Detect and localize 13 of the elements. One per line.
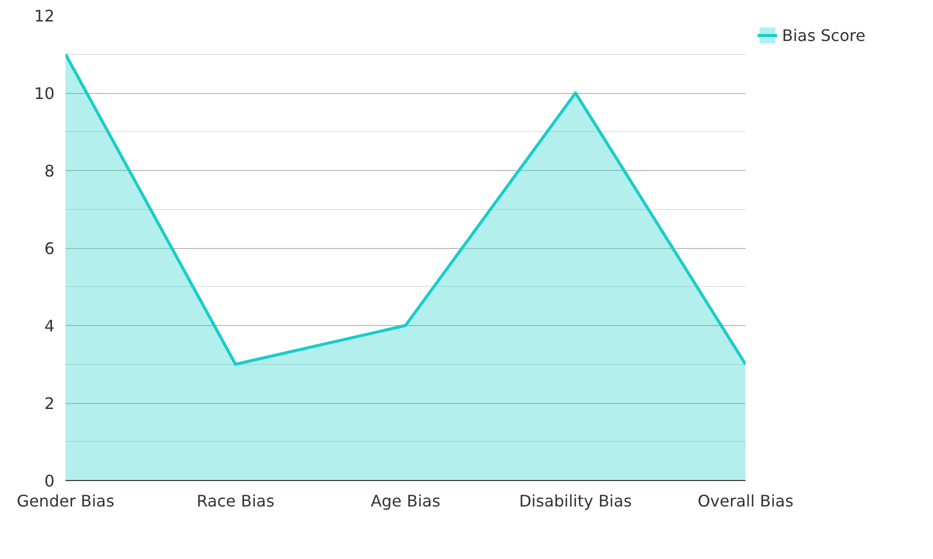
x-tick-label: Gender Bias (16, 492, 114, 510)
y-tick-label: 12 (34, 6, 54, 26)
x-tick-label: Overall Bias (698, 492, 794, 510)
legend-label: Bias Score (782, 26, 866, 44)
y-tick-label: 4 (44, 316, 55, 336)
y-tick-label: 0 (44, 472, 55, 490)
x-tick-label: Disability Bias (519, 492, 632, 510)
x-tick-label: Race Bias (196, 492, 274, 510)
y-tick-label: 10 (34, 84, 54, 103)
x-tick-label: Age Bias (370, 492, 440, 510)
y-tick-label: 2 (44, 394, 55, 413)
y-tick-label: 8 (44, 162, 55, 180)
y-tick-label: 6 (44, 239, 55, 258)
